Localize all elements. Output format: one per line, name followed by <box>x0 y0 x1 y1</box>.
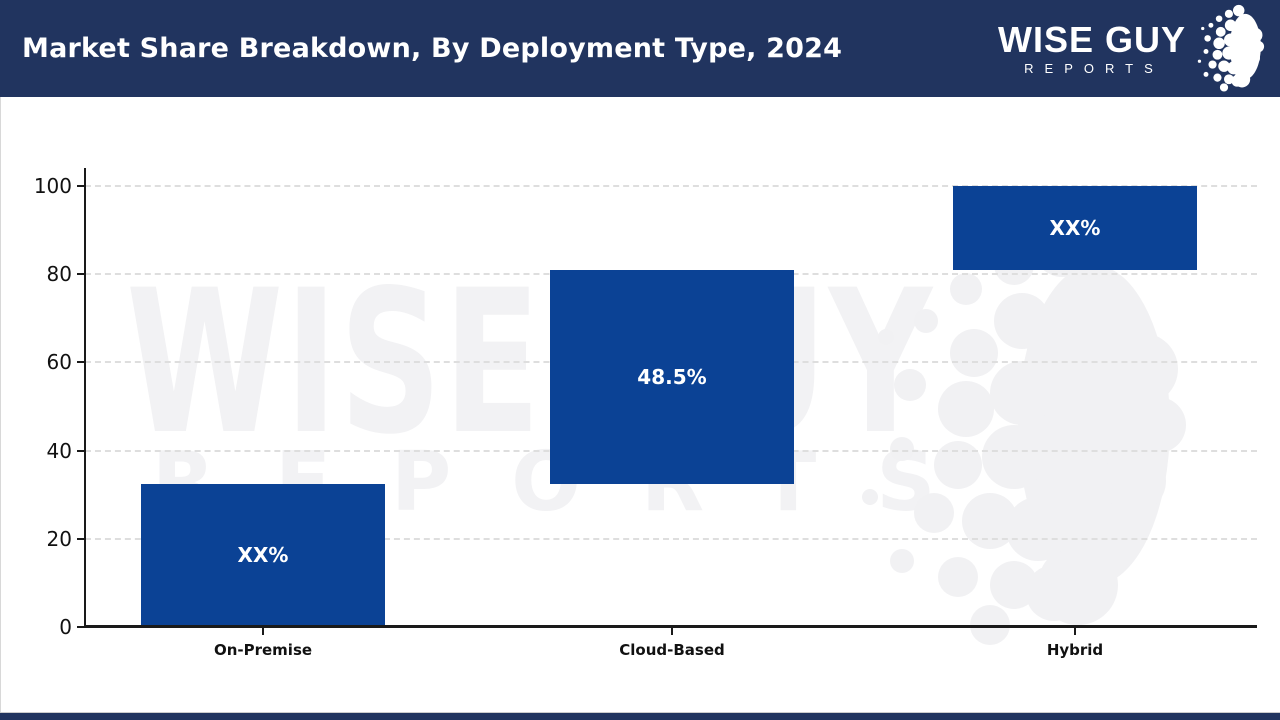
footer-band <box>0 713 1280 720</box>
x-tick-mark-1 <box>262 627 264 635</box>
y-axis-spine <box>84 168 86 628</box>
y-tick-mark-80 <box>77 273 85 276</box>
y-tick-mark-40 <box>77 449 85 452</box>
x-category-label: Hybrid <box>1046 641 1104 659</box>
gridline-20 <box>85 537 1257 540</box>
y-tick-mark-0 <box>77 626 85 628</box>
y-tick-label-60: 60 <box>46 350 72 375</box>
x-tick-mark-2 <box>671 627 673 635</box>
y-tick-mark-20 <box>77 537 85 540</box>
bottom-hairline <box>0 712 1280 713</box>
y-tick-label-80: 80 <box>46 262 72 287</box>
bar-on-premise: XX% <box>141 483 385 627</box>
y-tick-label-100: 100 <box>33 174 72 198</box>
bar-value-label: 48.5% <box>637 364 707 389</box>
logo-wordmark-line1: WISE GUY <box>997 19 1186 60</box>
x-tick-mark-3 <box>1074 627 1076 635</box>
bar-value-label: XX% <box>1049 215 1101 240</box>
logo-face-icon <box>1197 4 1265 92</box>
bar-value-label: XX% <box>237 543 289 568</box>
header-band: Market Share Breakdown, By Deployment Ty… <box>0 0 1280 97</box>
y-tick-mark-100 <box>77 185 85 187</box>
logo-wordmark: WISE GUY REPORTS <box>997 19 1186 77</box>
y-tick-label-20: 20 <box>46 526 72 551</box>
y-tick-mark-60 <box>77 361 85 364</box>
logo-wordmark-line2: REPORTS <box>1024 61 1164 76</box>
x-axis-spine <box>84 625 1257 628</box>
chart-title: Market Share Breakdown, By Deployment Ty… <box>22 33 843 64</box>
wise-guy-logo: WISE GUY REPORTS <box>998 4 1270 94</box>
x-category-label: On-Premise <box>213 641 313 659</box>
y-tick-label-40: 40 <box>46 438 72 463</box>
y-tick-label-0: 0 <box>59 615 72 639</box>
bar-cloud-based: 48.5% <box>550 269 794 484</box>
bar-hybrid: XX% <box>953 186 1197 270</box>
x-category-label: Cloud-Based <box>619 641 725 659</box>
watermark-face-icon <box>862 221 1186 645</box>
left-edge-hairline <box>0 97 1 713</box>
gridline-100 <box>85 185 1257 187</box>
